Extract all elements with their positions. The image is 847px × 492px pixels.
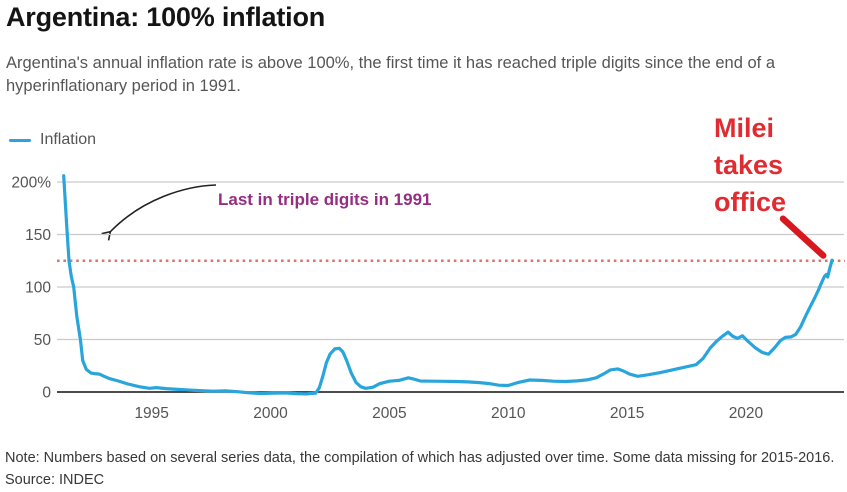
legend-label: Inflation — [40, 131, 97, 148]
chart-subtitle: Argentina's annual inflation rate is abo… — [6, 54, 776, 95]
x-tick-label: 2015 — [610, 405, 644, 422]
x-tick-label: 2005 — [372, 405, 406, 422]
annotation-arrow — [101, 184, 217, 241]
legend: Inflation — [9, 131, 96, 149]
y-tick-label: 100 — [25, 280, 51, 297]
chart-title: Argentina: 100% inflation — [6, 2, 326, 32]
x-tick-label: 2000 — [253, 405, 288, 422]
x-tick-label: 1995 — [134, 405, 168, 422]
source-credit: Source: INDEC — [5, 472, 105, 488]
x-tick-label: 2010 — [491, 405, 526, 422]
inflation-line — [62, 174, 834, 396]
y-tick-label: 200% — [11, 175, 51, 192]
annotation-last-triple-digits: Last in triple digits in 1991 — [218, 190, 432, 209]
annotation-milei-takes-office: Milei takes office — [714, 113, 787, 217]
y-tick-label: 50 — [34, 332, 52, 349]
x-tick-label: 2020 — [729, 405, 764, 422]
y-tick-label: 150 — [25, 227, 51, 244]
footnote: Note: Numbers based on several series da… — [5, 450, 835, 466]
legend-line-swatch — [9, 138, 31, 142]
y-tick-label: 0 — [42, 385, 51, 402]
milei-pointer-line — [779, 215, 827, 259]
